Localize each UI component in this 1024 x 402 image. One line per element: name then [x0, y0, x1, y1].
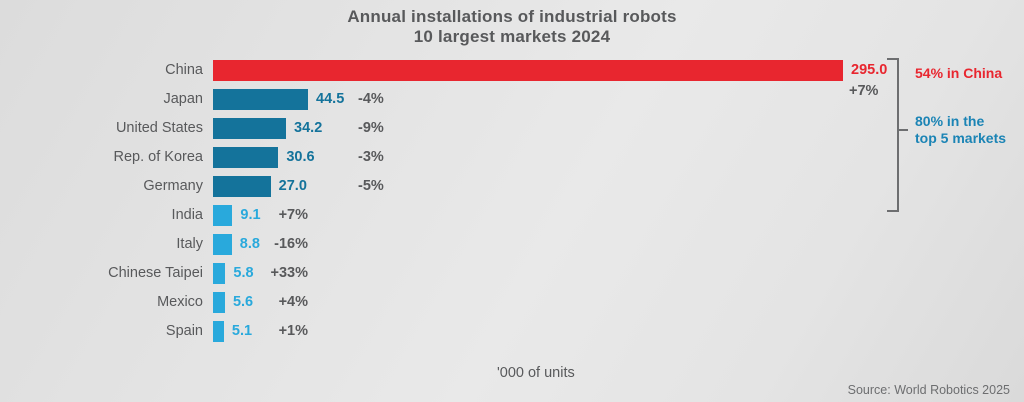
category-label: Mexico: [157, 294, 203, 310]
bar-row: Spain 5.1 +1%: [0, 318, 1024, 347]
annotation-top5-line2: top 5 markets: [915, 130, 1007, 146]
bar: [213, 147, 279, 168]
bar: [213, 176, 271, 197]
bar: [213, 89, 309, 110]
bar-value-label: 27.0: [278, 178, 307, 194]
chart-title: Annual installations of industrial robot…: [0, 7, 1024, 47]
x-axis-label: '000 of units: [497, 365, 575, 381]
chart-title-line1: Annual installations of industrial robot…: [347, 7, 677, 26]
bar: [213, 321, 224, 342]
bar-row: China 295.0 +7%: [0, 57, 1024, 99]
bar-change-label: +1%: [278, 323, 308, 339]
category-label: India: [171, 207, 203, 223]
bar-change-label: -4%: [358, 91, 384, 107]
source-note: Source: World Robotics 2025: [847, 383, 1010, 397]
bar-value-label: 5.6: [232, 294, 254, 310]
chart-title-line2: 10 largest markets 2024: [413, 27, 611, 46]
bar-value-label: 295.0: [851, 62, 888, 78]
top5-bracket: [884, 58, 908, 212]
bar-value-label: 8.8: [239, 236, 260, 252]
bar-row: United States 34.2 -9%: [0, 115, 1024, 144]
bracket-cap-bottom: [887, 210, 899, 212]
bar: [213, 205, 233, 226]
bar-value-label: 30.6: [286, 149, 315, 165]
bar-change-label: +7%: [849, 83, 879, 99]
bracket-cap-top: [887, 58, 899, 60]
bar-value-label: 44.5: [316, 91, 345, 107]
bar-change-label: +33%: [270, 265, 309, 281]
bar: [213, 292, 225, 313]
bar-change-label: +7%: [278, 207, 308, 223]
bar: [213, 234, 232, 255]
bar-row: India 9.1 +7%: [0, 202, 1024, 231]
category-label: Spain: [165, 323, 203, 339]
bar-row: Japan 44.5 -4%: [0, 86, 1024, 115]
bracket-spine: [897, 58, 899, 212]
bar-change-label: -5%: [358, 178, 384, 194]
bar-row: Chinese Taipei 5.8 +33%: [0, 260, 1024, 289]
bar-change-label: -16%: [274, 236, 308, 252]
bar-row: Italy 8.8 -16%: [0, 231, 1024, 260]
bar-value-label: 9.1: [240, 207, 261, 223]
bar-row: Mexico 5.6 +4%: [0, 289, 1024, 318]
plot-area: China 295.0 +7% Japan 44.5 -4% United States 34…: [0, 57, 1024, 353]
bar-change-label: -3%: [358, 149, 384, 165]
category-label: United States: [115, 120, 203, 136]
annotation-top5-share: 80% in the top 5 markets: [915, 113, 1006, 147]
bar-change-label: +4%: [278, 294, 308, 310]
category-label: Germany: [143, 178, 203, 194]
bar-value-label: 5.8: [233, 265, 254, 281]
bar: [213, 118, 287, 139]
bar: [213, 263, 226, 284]
bar-value-label: 34.2: [294, 120, 323, 136]
bar-change-label: -9%: [358, 120, 384, 136]
category-label: China: [165, 62, 203, 78]
category-label: Rep. of Korea: [113, 149, 203, 165]
bracket-tick: [898, 129, 908, 131]
category-label: Chinese Taipei: [108, 265, 203, 281]
category-label: Italy: [176, 236, 203, 252]
category-label: Japan: [163, 91, 203, 107]
bar-value-label: 5.1: [231, 323, 253, 339]
bar: [213, 60, 843, 81]
bar-row: Rep. of Korea 30.6 -3%: [0, 144, 1024, 173]
annotation-china-share: 54% in China: [915, 65, 1003, 81]
bar-row: Germany 27.0 -5%: [0, 173, 1024, 202]
annotation-top5-line1: 80% in the: [915, 113, 985, 129]
